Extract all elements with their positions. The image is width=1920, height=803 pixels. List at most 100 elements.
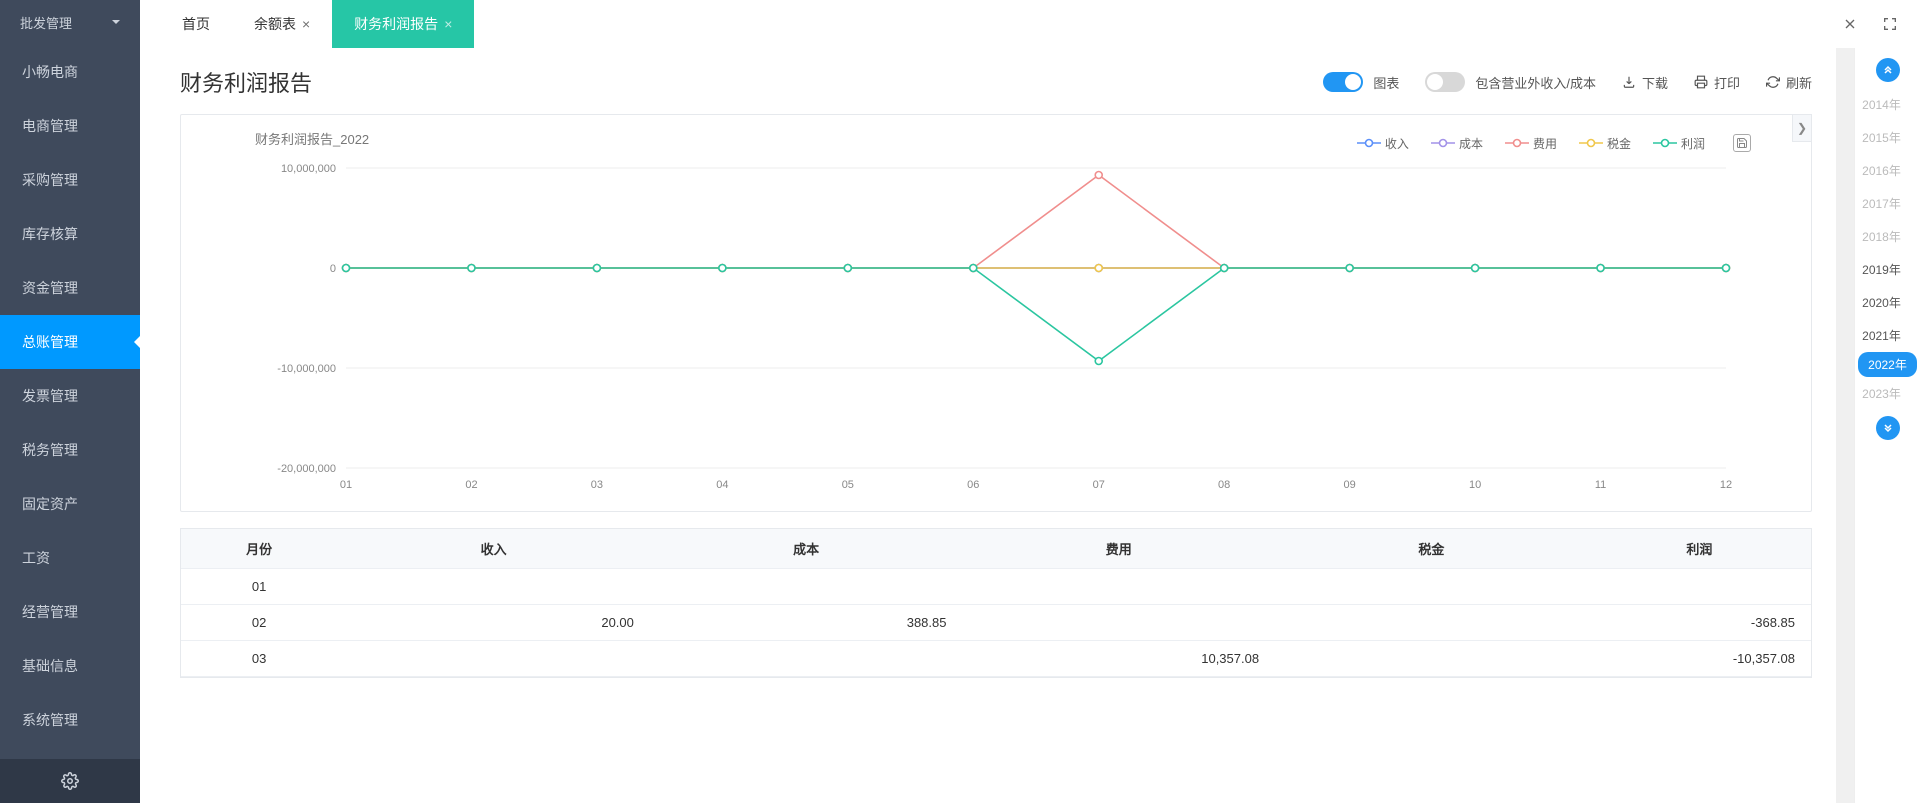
legend-marker-icon bbox=[1653, 138, 1677, 148]
cell-expense bbox=[962, 605, 1275, 641]
year-scroll-up-button[interactable] bbox=[1876, 58, 1900, 82]
year-item[interactable]: 2014年 bbox=[1858, 88, 1917, 121]
year-item[interactable]: 2022年 bbox=[1858, 352, 1917, 377]
sidebar-item[interactable]: 采购管理 bbox=[0, 153, 140, 207]
chart-toggle[interactable] bbox=[1323, 72, 1363, 92]
year-item[interactable]: 2020年 bbox=[1858, 286, 1917, 319]
svg-text:09: 09 bbox=[1344, 479, 1356, 491]
cell-profit: -368.85 bbox=[1588, 605, 1811, 641]
sidebar-settings-button[interactable] bbox=[0, 759, 140, 803]
sidebar-item[interactable]: 库存核算 bbox=[0, 207, 140, 261]
cell-month: 02 bbox=[181, 605, 337, 641]
sidebar-top-label: 批发管理 bbox=[20, 13, 72, 32]
app-root: 批发管理 小畅电商电商管理采购管理库存核算资金管理总账管理发票管理税务管理固定资… bbox=[0, 0, 1920, 803]
legend-marker-icon bbox=[1579, 138, 1603, 148]
year-item[interactable]: 2017年 bbox=[1858, 187, 1917, 220]
svg-text:05: 05 bbox=[842, 479, 854, 491]
svg-text:01: 01 bbox=[340, 479, 352, 491]
sidebar-item[interactable]: 系统管理 bbox=[0, 693, 140, 747]
cell-month: 01 bbox=[181, 569, 337, 605]
vertical-scrollbar[interactable] bbox=[1836, 48, 1854, 803]
chart-toggle-label: 图表 bbox=[1373, 73, 1399, 92]
legend-label: 收入 bbox=[1385, 135, 1409, 152]
svg-text:10,000,000: 10,000,000 bbox=[281, 163, 336, 175]
svg-text:07: 07 bbox=[1093, 479, 1105, 491]
extra-toggle-label: 包含营业外收入/成本 bbox=[1475, 73, 1596, 92]
legend-marker-icon bbox=[1505, 138, 1529, 148]
sidebar: 批发管理 小畅电商电商管理采购管理库存核算资金管理总账管理发票管理税务管理固定资… bbox=[0, 0, 140, 803]
close-icon[interactable] bbox=[1838, 12, 1862, 36]
main-area: 首页余额表× 财务利润报告 × 财务利润报告 图表 bbox=[140, 0, 1920, 803]
table-row: 0220.00388.85-368.85 bbox=[181, 605, 1811, 641]
year-item[interactable]: 2023年 bbox=[1858, 377, 1917, 410]
cell-profit bbox=[1588, 569, 1811, 605]
cell-tax bbox=[1275, 641, 1588, 677]
legend-label: 成本 bbox=[1459, 135, 1483, 152]
sidebar-spacer bbox=[0, 747, 140, 759]
chart-collapse-button[interactable]: ❯ bbox=[1792, 114, 1812, 142]
cell-month: 03 bbox=[181, 641, 337, 677]
print-button[interactable]: 打印 bbox=[1694, 73, 1740, 92]
year-item[interactable]: 2019年 bbox=[1858, 253, 1917, 286]
data-table: 月份收入成本费用税金利润 010220.00388.85-368.850310,… bbox=[181, 529, 1811, 677]
data-table-container: 月份收入成本费用税金利润 010220.00388.85-368.850310,… bbox=[180, 528, 1812, 678]
legend-label: 利润 bbox=[1681, 135, 1705, 152]
fullscreen-icon[interactable] bbox=[1878, 12, 1902, 36]
extra-toggle[interactable] bbox=[1425, 72, 1465, 92]
content-area: 财务利润报告 图表 包含营业外收入/成本 下载 bbox=[140, 48, 1920, 803]
sidebar-item[interactable]: 发票管理 bbox=[0, 369, 140, 423]
tab-label: 财务利润报告 bbox=[354, 14, 438, 34]
svg-text:10: 10 bbox=[1469, 479, 1481, 491]
chevron-down-icon bbox=[112, 20, 120, 28]
cell-cost bbox=[650, 569, 963, 605]
svg-text:-10,000,000: -10,000,000 bbox=[277, 363, 336, 375]
table-row: 0310,357.08-10,357.08 bbox=[181, 641, 1811, 677]
tab[interactable]: 财务利润报告 × bbox=[332, 0, 474, 48]
sidebar-item[interactable]: 税务管理 bbox=[0, 423, 140, 477]
sidebar-item[interactable]: 经营管理 bbox=[0, 585, 140, 639]
sidebar-item[interactable]: 电商管理 bbox=[0, 99, 140, 153]
tab[interactable]: 余额表× bbox=[232, 0, 332, 48]
print-icon bbox=[1694, 75, 1708, 89]
tab-close-icon[interactable]: × bbox=[444, 16, 452, 32]
sidebar-item[interactable]: 固定资产 bbox=[0, 477, 140, 531]
legend-label: 税金 bbox=[1607, 135, 1631, 152]
legend-marker-icon bbox=[1357, 138, 1381, 148]
line-chart: -20,000,000-10,000,000010,000,0000102030… bbox=[201, 158, 1791, 498]
chart-container: ❯ 财务利润报告_2022 收入成本费用税金利润 -20,000,000-10,… bbox=[180, 114, 1812, 512]
cell-tax bbox=[1275, 605, 1588, 641]
table-header-cell: 成本 bbox=[650, 529, 963, 569]
legend-marker-icon bbox=[1431, 138, 1455, 148]
tab[interactable]: 首页 bbox=[160, 0, 232, 48]
report-toolbar: 图表 包含营业外收入/成本 下载 打印 bbox=[1323, 72, 1812, 92]
tab-close-icon[interactable]: × bbox=[302, 16, 310, 32]
sidebar-item[interactable]: 资金管理 bbox=[0, 261, 140, 315]
table-header-cell: 收入 bbox=[337, 529, 650, 569]
report-panel: 财务利润报告 图表 包含营业外收入/成本 下载 bbox=[140, 48, 1836, 803]
legend-item[interactable]: 费用 bbox=[1505, 134, 1557, 152]
refresh-button[interactable]: 刷新 bbox=[1766, 73, 1812, 92]
download-button[interactable]: 下载 bbox=[1622, 73, 1668, 92]
sidebar-item[interactable]: 小畅电商 bbox=[0, 45, 140, 99]
year-scroll-down-button[interactable] bbox=[1876, 416, 1900, 440]
svg-text:02: 02 bbox=[465, 479, 477, 491]
save-chart-icon[interactable] bbox=[1733, 134, 1751, 152]
legend-item[interactable]: 利润 bbox=[1653, 134, 1705, 152]
year-item[interactable]: 2016年 bbox=[1858, 154, 1917, 187]
year-item[interactable]: 2018年 bbox=[1858, 220, 1917, 253]
year-item[interactable]: 2021年 bbox=[1858, 319, 1917, 352]
sidebar-item[interactable]: 工资 bbox=[0, 531, 140, 585]
legend-item[interactable]: 税金 bbox=[1579, 134, 1631, 152]
svg-text:04: 04 bbox=[716, 479, 728, 491]
tab-bar: 首页余额表× 财务利润报告 × bbox=[140, 0, 1920, 48]
legend-item[interactable]: 收入 bbox=[1357, 134, 1409, 152]
sidebar-item[interactable]: 总账管理 bbox=[0, 315, 140, 369]
chart-legend: 收入 成本 费用 税金 利润 bbox=[201, 134, 1791, 152]
sidebar-category-selector[interactable]: 批发管理 bbox=[0, 0, 140, 45]
sidebar-item[interactable]: 基础信息 bbox=[0, 639, 140, 693]
page-title: 财务利润报告 bbox=[180, 66, 312, 98]
year-item[interactable]: 2015年 bbox=[1858, 121, 1917, 154]
legend-label: 费用 bbox=[1533, 135, 1557, 152]
legend-item[interactable]: 成本 bbox=[1431, 134, 1483, 152]
report-header: 财务利润报告 图表 包含营业外收入/成本 下载 bbox=[180, 66, 1812, 98]
